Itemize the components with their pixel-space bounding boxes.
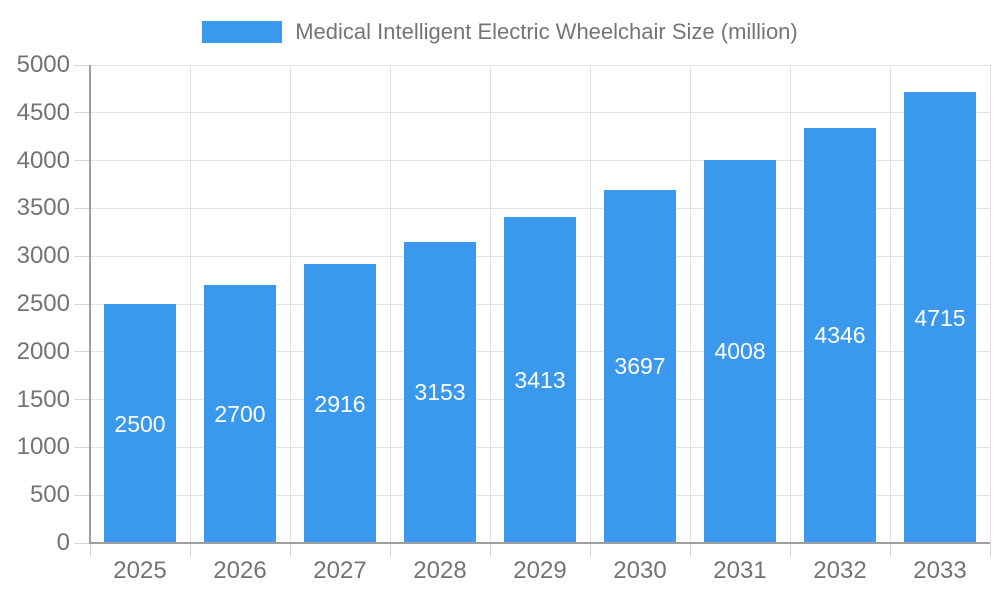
- y-axis-tick-label: 1000: [16, 433, 70, 461]
- x-tick-mark: [289, 543, 291, 557]
- x-gridline: [989, 65, 991, 543]
- bar-value-label: 3697: [614, 353, 666, 380]
- y-tick-mark: [74, 494, 90, 496]
- bar-value-label: 2916: [314, 390, 366, 417]
- x-gridline: [589, 65, 591, 543]
- bar-2031[interactable]: [704, 159, 776, 543]
- legend-swatch: [202, 21, 283, 43]
- x-axis-tick-label: 2031: [713, 557, 767, 584]
- bar-value-label: 2700: [214, 400, 266, 427]
- x-tick-mark: [189, 543, 191, 557]
- x-gridline: [289, 65, 291, 543]
- bar-2029[interactable]: [504, 216, 576, 543]
- legend-label: Medical Intelligent Electric Wheelchair …: [295, 19, 798, 44]
- bar-2033[interactable]: [904, 92, 976, 543]
- x-tick-mark: [89, 543, 91, 557]
- x-gridline: [189, 65, 191, 543]
- y-tick-mark: [74, 303, 90, 305]
- y-axis-tick-label: 3000: [16, 242, 70, 270]
- bar-2027[interactable]: [304, 264, 376, 543]
- x-axis-tick-label: 2028: [413, 557, 467, 584]
- y-gridline: [90, 112, 990, 114]
- x-tick-mark: [889, 543, 891, 557]
- x-axis-tick-label: 2025: [113, 557, 167, 584]
- bar-value-label: 3153: [414, 379, 466, 406]
- bar-2025[interactable]: [104, 304, 176, 543]
- bar-value-label: 4008: [714, 338, 766, 365]
- x-gridline: [389, 65, 391, 543]
- y-axis-tick-label: 5000: [16, 51, 70, 78]
- bar-value-label: 2500: [114, 410, 166, 437]
- y-axis-tick-label: 4000: [16, 146, 70, 174]
- x-tick-mark: [689, 543, 691, 557]
- y-tick-mark: [74, 446, 90, 448]
- x-tick-mark: [489, 543, 491, 557]
- y-gridline: [90, 207, 990, 209]
- y-axis-tick-label: 0: [56, 529, 70, 556]
- y-tick-mark: [74, 255, 90, 257]
- y-axis-tick-label: 4500: [16, 98, 70, 126]
- x-tick-mark: [789, 543, 791, 557]
- y-tick-mark: [74, 351, 90, 353]
- x-axis-tick-label: 2033: [913, 557, 967, 584]
- bar-2026[interactable]: [204, 284, 276, 543]
- bar-2032[interactable]: [804, 127, 876, 543]
- y-axis-tick-label: 2000: [16, 337, 70, 365]
- bar-2030[interactable]: [604, 189, 676, 543]
- x-axis-tick-label: 2030: [613, 557, 667, 584]
- y-gridline: [90, 64, 990, 66]
- x-tick-mark: [389, 543, 391, 557]
- y-tick-mark: [74, 399, 90, 401]
- bar-value-label: 4715: [914, 304, 966, 331]
- bar-value-label: 3413: [514, 366, 566, 393]
- y-axis-tick-label: 3500: [16, 194, 70, 222]
- legend[interactable]: Medical Intelligent Electric Wheelchair …: [0, 15, 1000, 49]
- x-tick-mark: [989, 543, 991, 557]
- x-axis-tick-label: 2027: [313, 557, 367, 584]
- x-gridline: [689, 65, 691, 543]
- bar-value-label: 4346: [814, 322, 866, 349]
- x-axis-tick-label: 2029: [513, 557, 567, 584]
- x-axis-tick-label: 2032: [813, 557, 867, 584]
- x-gridline: [789, 65, 791, 543]
- y-axis-tick-label: 1500: [16, 385, 70, 413]
- y-axis-tick-label: 2500: [16, 290, 70, 317]
- x-gridline: [889, 65, 891, 543]
- y-tick-mark: [74, 542, 90, 544]
- x-axis-line: [89, 542, 990, 544]
- y-tick-mark: [74, 64, 90, 66]
- y-gridline: [90, 160, 990, 162]
- bar-2028[interactable]: [404, 241, 476, 543]
- y-axis-tick-label: 500: [29, 481, 70, 509]
- x-axis-tick-label: 2026: [213, 557, 267, 584]
- y-axis-line: [89, 65, 91, 543]
- x-gridline: [489, 65, 491, 543]
- y-tick-mark: [74, 112, 90, 114]
- x-tick-mark: [589, 543, 591, 557]
- y-tick-mark: [74, 207, 90, 209]
- y-tick-mark: [74, 160, 90, 162]
